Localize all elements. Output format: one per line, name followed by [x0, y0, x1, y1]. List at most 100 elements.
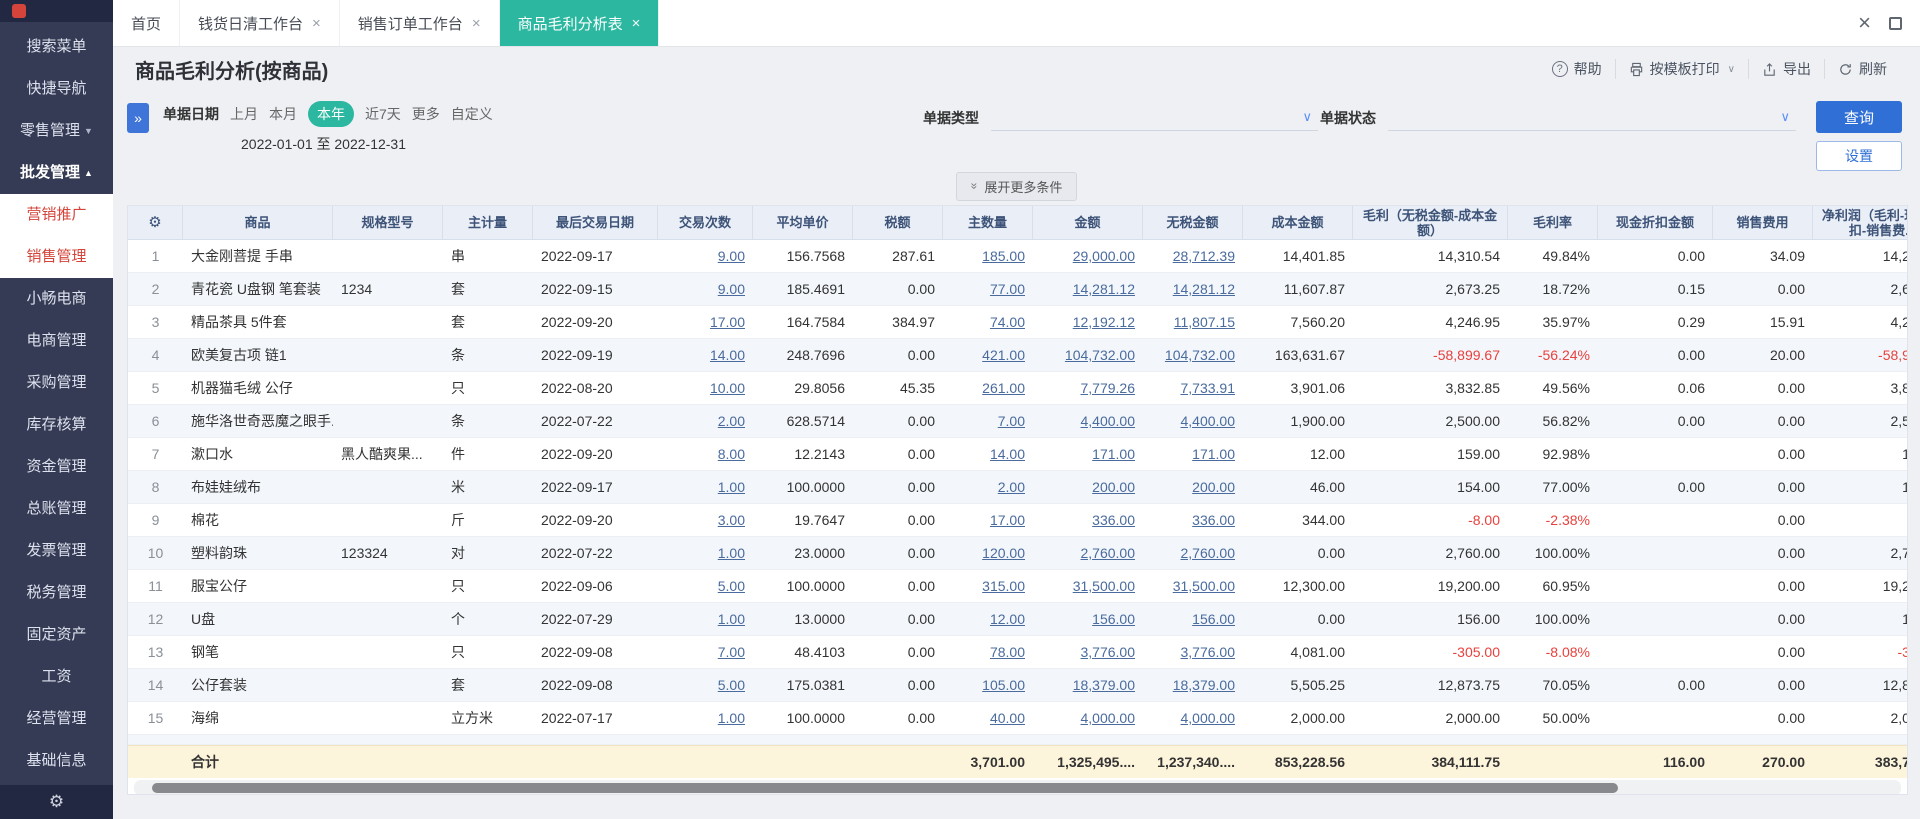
table-row[interactable]: 9 棉花 斤 2022-09-20 3.00 19.7647 0.00 17.00 336.00…	[128, 504, 1907, 537]
drill-down-link[interactable]: 74.00	[989, 314, 1025, 330]
date-option[interactable]: 本月	[269, 106, 297, 122]
table-row[interactable]: 10 塑料韵珠 123324 对 2022-07-22 1.00 23.0000 0.00 12…	[128, 537, 1907, 570]
sidebar-item[interactable]: 发票管理	[0, 530, 113, 572]
sidebar-item[interactable]: 小畅电商	[0, 278, 113, 320]
drill-down-link[interactable]: 2,760.00	[1080, 545, 1136, 561]
drill-down-link[interactable]: 3,776.00	[1080, 644, 1136, 660]
drill-down-link[interactable]: 4,000.00	[1080, 710, 1136, 726]
drill-down-link[interactable]: 1.00	[717, 545, 745, 561]
sidebar-item[interactable]: 总账管理	[0, 488, 113, 530]
drill-down-link[interactable]: 40.00	[989, 710, 1025, 726]
drill-down-link[interactable]: 421.00	[982, 347, 1025, 363]
column-header[interactable]: 成本金额	[1243, 206, 1353, 239]
column-header[interactable]: 现金折扣金额	[1598, 206, 1713, 239]
tab-close-icon[interactable]: ×	[631, 14, 641, 32]
table-row[interactable]: 3 精品茶具 5件套 套 2022-09-20 17.00 164.7584 384.97 7…	[128, 306, 1907, 339]
drill-down-link[interactable]: 9.00	[717, 281, 745, 297]
column-header[interactable]: 规格型号	[333, 206, 443, 239]
expand-more-conditions-button[interactable]: » 展开更多条件	[955, 171, 1078, 201]
drill-down-link[interactable]: 4,400.00	[1080, 413, 1136, 429]
help-button[interactable]: ? 帮助	[1539, 59, 1615, 79]
drill-down-link[interactable]: 261.00	[982, 380, 1025, 396]
doc-type-select[interactable]: ∨	[991, 105, 1318, 131]
sidebar-item[interactable]: 采购管理	[0, 362, 113, 404]
drill-down-link[interactable]: 185.00	[982, 248, 1025, 264]
drill-down-link[interactable]: 5.00	[717, 677, 745, 693]
drill-down-link[interactable]: 9.00	[717, 248, 745, 264]
drill-down-link[interactable]: 18,379.00	[1172, 677, 1235, 693]
gear-icon[interactable]: ⚙	[148, 214, 162, 231]
drill-down-link[interactable]: 14,281.12	[1172, 281, 1235, 297]
fullscreen-icon[interactable]	[1889, 16, 1902, 30]
column-header[interactable]: 毛利率	[1508, 206, 1598, 239]
drill-down-link[interactable]: 11,807.15	[1173, 314, 1235, 330]
column-header[interactable]: 主计量	[443, 206, 533, 239]
table-row[interactable]: 5 机器猫毛绒 公仔 只 2022-08-20 10.00 29.8056 45.35 261…	[128, 372, 1907, 405]
drill-down-link[interactable]: 4,000.00	[1180, 710, 1236, 726]
sidebar-item[interactable]: 电商管理	[0, 320, 113, 362]
column-header[interactable]: 交易次数	[658, 206, 753, 239]
doc-status-select[interactable]: ∨	[1388, 105, 1796, 131]
export-button[interactable]: 导出	[1748, 59, 1824, 79]
drill-down-link[interactable]: 10.00	[709, 380, 745, 396]
date-option[interactable]: 更多	[411, 106, 440, 122]
table-row[interactable]: 4 欧美复古项 链1 条 2022-09-19 14.00 248.7696 0.00 421…	[128, 339, 1907, 372]
drill-down-link[interactable]: 1.00	[717, 611, 745, 627]
table-row[interactable]: 15 海绵 立方米 2022-07-17 1.00 100.0000 0.00 40.00 4,…	[128, 702, 1907, 735]
sidebar-item[interactable]: 营销推广	[0, 194, 113, 236]
drill-down-link[interactable]: 4,400.00	[1180, 413, 1236, 429]
drill-down-link[interactable]: 28,712.39	[1172, 248, 1235, 264]
date-option[interactable]: 本年	[308, 101, 354, 127]
query-button[interactable]: 查询	[1816, 101, 1902, 133]
drill-down-link[interactable]: 200.00	[1092, 479, 1135, 495]
drill-down-link[interactable]: 5.00	[717, 578, 745, 594]
tab[interactable]: 销售订单工作台 ×	[340, 0, 500, 46]
drill-down-link[interactable]: 1.00	[717, 479, 745, 495]
tab-close-icon[interactable]: ×	[312, 14, 321, 32]
column-header[interactable]: 金额	[1033, 206, 1143, 239]
sidebar-item[interactable]: 固定资产	[0, 614, 113, 656]
drill-down-link[interactable]: 29,000.00	[1072, 248, 1135, 264]
drill-down-link[interactable]: 31,500.00	[1072, 578, 1135, 594]
drill-down-link[interactable]: 156.00	[1192, 611, 1235, 627]
table-row[interactable]: 13 钢笔 只 2022-09-08 7.00 48.4103 0.00 78.00 3,776…	[128, 636, 1907, 669]
drill-down-link[interactable]: 104,732.00	[1164, 347, 1235, 363]
drill-down-link[interactable]: 14.00	[989, 446, 1025, 462]
sidebar-item[interactable]: 快捷导航	[0, 68, 113, 110]
column-header[interactable]: 无税金额	[1143, 206, 1243, 239]
table-row[interactable]: 12 U盘 个 2022-07-29 1.00 13.0000 0.00 12.00 156.0…	[128, 603, 1907, 636]
drill-down-link[interactable]: 77.00	[989, 281, 1025, 297]
drill-down-link[interactable]: 2.00	[997, 479, 1025, 495]
drill-down-link[interactable]: 156.00	[1092, 611, 1135, 627]
settings-button[interactable]: 设置	[1816, 141, 1902, 171]
scrollbar-thumb[interactable]	[151, 783, 1619, 793]
drill-down-link[interactable]: 2.00	[717, 413, 745, 429]
column-header[interactable]: 主数量	[943, 206, 1033, 239]
drill-down-link[interactable]: 7.00	[997, 413, 1025, 429]
date-option[interactable]: 近7天	[365, 106, 401, 122]
column-header[interactable]: 净利润（毛利-现金折扣-销售费...	[1813, 206, 1907, 239]
column-header[interactable]: 商品	[183, 206, 333, 239]
tab[interactable]: 商品毛利分析表 ×	[499, 0, 660, 46]
sidebar-item[interactable]: 税务管理	[0, 572, 113, 614]
sidebar-item[interactable]: 工资	[0, 656, 113, 698]
sidebar-item[interactable]: 搜索菜单	[0, 26, 113, 68]
sidebar-item[interactable]: 批发管理 ▲	[0, 152, 113, 194]
drill-down-link[interactable]: 7,779.26	[1080, 380, 1136, 396]
sidebar-item[interactable]: 销售管理	[0, 236, 113, 278]
column-header[interactable]: 平均单价	[753, 206, 853, 239]
sidebar-item[interactable]: 经营管理	[0, 698, 113, 740]
drill-down-link[interactable]: 336.00	[1192, 512, 1235, 528]
drill-down-link[interactable]: 2,760.00	[1180, 545, 1236, 561]
drill-down-link[interactable]: 12.00	[989, 611, 1025, 627]
drill-down-link[interactable]: 3.00	[717, 512, 745, 528]
drill-down-link[interactable]: 18,379.00	[1072, 677, 1135, 693]
drill-down-link[interactable]: 1.00	[717, 710, 745, 726]
collapse-filter-button[interactable]: »	[127, 103, 149, 133]
drill-down-link[interactable]: 171.00	[1192, 446, 1235, 462]
date-option[interactable]: 自定义	[450, 106, 493, 122]
drill-down-link[interactable]: 7.00	[717, 644, 745, 660]
column-header[interactable]: 销售费用	[1713, 206, 1813, 239]
drill-down-link[interactable]: 17.00	[989, 512, 1025, 528]
date-range-value[interactable]: 2022-01-01 至 2022-12-31	[241, 136, 407, 152]
